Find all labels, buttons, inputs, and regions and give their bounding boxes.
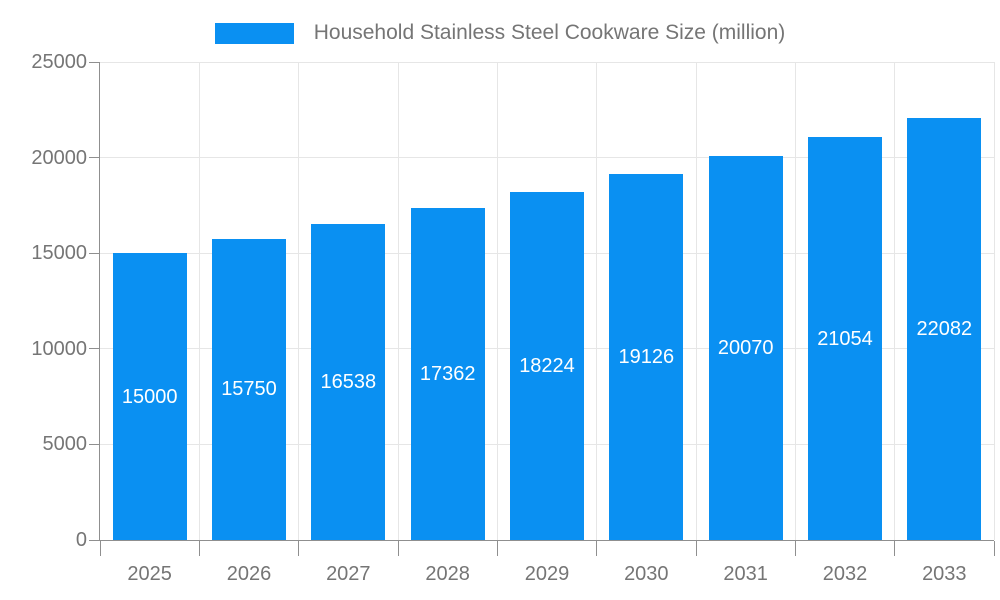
bar-2030[interactable]: 19126: [609, 174, 684, 540]
bar-2025[interactable]: 15000: [112, 253, 187, 540]
legend[interactable]: Household Stainless Steel Cookware Size …: [0, 21, 1000, 45]
x-axis-label-2026: 2026: [226, 563, 272, 585]
legend-label: Household Stainless Steel Cookware Size …: [313, 21, 786, 44]
x-axis-tick: [596, 541, 598, 556]
bar-value-label: 16538: [320, 370, 377, 393]
x-gridline: [993, 62, 995, 540]
x-gridline: [397, 62, 399, 540]
x-axis-tick: [794, 541, 796, 556]
x-axis-tick: [695, 541, 697, 556]
y-axis-tick: [89, 443, 99, 445]
x-gridline: [496, 62, 498, 540]
bar-2031[interactable]: 20070: [708, 156, 783, 540]
bar-2032[interactable]: 21054: [808, 137, 882, 540]
bar-2033[interactable]: 22082: [907, 117, 982, 540]
x-gridline: [298, 62, 300, 540]
x-axis-label-2031: 2031: [723, 563, 768, 585]
x-gridline: [695, 62, 697, 540]
y-axis-label: 0: [75, 529, 87, 551]
x-gridline: [794, 62, 796, 540]
y-axis-label: 20000: [31, 146, 87, 169]
x-axis-label-2027: 2027: [326, 563, 371, 585]
x-gridline: [596, 62, 598, 540]
bar-2029[interactable]: 18224: [510, 191, 584, 540]
bar-value-label: 22082: [916, 317, 973, 340]
x-axis-tick: [993, 541, 995, 556]
bar-value-label: 21054: [817, 327, 873, 350]
x-axis-tick: [894, 541, 896, 556]
y-axis-label: 15000: [31, 242, 87, 265]
bar-value-label: 20070: [717, 337, 774, 360]
x-axis-tick: [397, 541, 399, 556]
x-gridline: [894, 62, 896, 540]
bar-value-label: 17362: [419, 363, 476, 386]
bar-value-label: 15000: [121, 385, 178, 408]
y-axis-tick: [89, 157, 99, 159]
y-axis-label: 5000: [42, 433, 88, 456]
bar-2027[interactable]: 16538: [311, 223, 386, 540]
bar-2026[interactable]: 15750: [212, 238, 286, 540]
x-axis-label-2025: 2025: [127, 563, 172, 585]
y-axis-tick: [89, 539, 99, 541]
x-axis-tick: [198, 541, 200, 556]
x-axis-label-2033: 2033: [922, 563, 967, 585]
y-axis-tick: [89, 348, 99, 350]
x-axis-label-2032: 2032: [822, 563, 868, 585]
bar-value-label: 18224: [519, 354, 575, 377]
bar-value-label: 15750: [221, 378, 277, 401]
x-axis-label-2030: 2030: [624, 563, 669, 585]
x-axis-label-2029: 2029: [524, 563, 570, 585]
bar-2028[interactable]: 17362: [410, 208, 485, 540]
x-axis-tick: [496, 541, 498, 556]
y-gridline: [100, 157, 994, 159]
y-gridline: [100, 61, 994, 63]
bar-value-label: 19126: [618, 346, 675, 369]
plot-area: 15000 15750 16538 17362 18224 19126 20070 21054…: [89, 61, 995, 556]
x-gridline: [198, 62, 200, 540]
x-axis-tick: [298, 541, 300, 556]
x-axis-tick: [99, 541, 101, 556]
y-axis-tick: [89, 252, 99, 254]
y-axis-tick: [89, 61, 99, 63]
y-axis-label: 25000: [31, 51, 87, 73]
legend-swatch-icon: [214, 22, 294, 44]
x-axis-label-2028: 2028: [425, 563, 470, 585]
y-axis-label: 10000: [31, 337, 87, 360]
